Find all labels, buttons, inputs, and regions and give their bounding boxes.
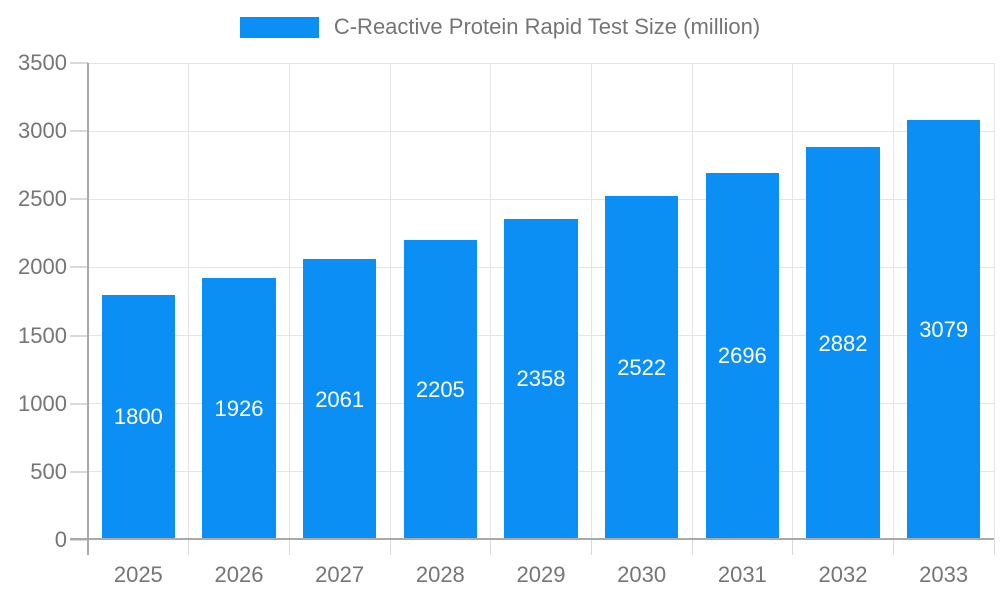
bar-value-label: 1800 (113, 404, 163, 430)
x-axis-tick-label: 2033 (919, 562, 969, 587)
bar (504, 218, 578, 538)
x-axis-tick-label: 2031 (717, 562, 767, 587)
x-gridline (792, 63, 794, 540)
bar (202, 277, 276, 538)
x-gridline (993, 63, 995, 540)
x-axis-tick-label: 2032 (818, 562, 868, 587)
bar-value-label: 2358 (516, 366, 566, 392)
plot-area: 1800 1926 2061 2205 2358 2522 2696 2882 3079 (70, 62, 995, 555)
x-axis-tick (993, 540, 995, 555)
bar-value-label: 3079 (919, 317, 969, 343)
y-axis-tick-label: 2000 (18, 254, 67, 280)
y-axis-tick-label: 3000 (18, 118, 67, 144)
bar (604, 196, 679, 538)
x-axis-tick (188, 540, 190, 555)
x-axis-tick-label: 2025 (113, 562, 163, 587)
bar (906, 120, 981, 538)
x-axis-tick (490, 540, 492, 555)
bar-value-label: 1926 (214, 395, 264, 421)
x-gridline (691, 63, 693, 540)
x-axis-tick (288, 540, 290, 555)
bar-value-label: 2882 (818, 330, 868, 356)
bar-value-label: 2061 (315, 386, 365, 412)
y-axis-tick-label: 2500 (18, 186, 67, 212)
x-gridline (389, 63, 391, 540)
y-gridline (88, 62, 994, 64)
x-axis-tick (892, 540, 894, 555)
y-axis-tick (70, 198, 88, 201)
legend-swatch (239, 16, 319, 38)
x-gridline (892, 63, 894, 540)
x-gridline (590, 63, 592, 540)
y-axis-tick (70, 539, 88, 541)
bar (302, 259, 377, 538)
bar (101, 294, 176, 538)
y-axis-tick (70, 402, 88, 405)
x-axis-tick (389, 540, 391, 555)
x-gridline (490, 63, 492, 540)
x-axis-line (70, 538, 994, 540)
bar (705, 172, 780, 538)
y-axis-tick (70, 470, 88, 473)
x-axis-tick (590, 540, 592, 555)
x-axis-tick-label: 2027 (315, 562, 365, 587)
x-axis-tick-label: 2028 (415, 562, 465, 587)
chart-legend: C-Reactive Protein Rapid Test Size (mill… (0, 14, 1000, 40)
y-gridline (88, 198, 994, 200)
y-axis-tick-label: 0 (54, 527, 67, 552)
y-axis-tick (70, 266, 88, 269)
x-axis-tick-label: 2030 (617, 562, 667, 587)
x-axis-tick-label: 2029 (516, 562, 566, 587)
legend-label: C-Reactive Protein Rapid Test Size (mill… (333, 14, 761, 39)
y-axis-tick-label: 1500 (18, 322, 67, 348)
x-gridline (288, 63, 290, 540)
bar-value-label: 2522 (617, 355, 667, 381)
x-axis-tick (691, 540, 693, 555)
x-gridline (188, 63, 190, 540)
y-axis-line (87, 63, 89, 555)
y-axis-tick-label: 1000 (18, 390, 67, 416)
y-axis-tick (70, 62, 88, 64)
bar (403, 239, 478, 538)
y-gridline (88, 130, 994, 132)
y-axis-tick-label: 500 (30, 458, 67, 484)
y-axis-tick-label: 3500 (18, 50, 67, 75)
x-axis-tick-label: 2026 (214, 562, 264, 587)
y-axis-tick (70, 130, 88, 133)
bar-value-label: 2205 (415, 376, 465, 402)
y-axis-tick (70, 334, 88, 337)
x-axis-tick (792, 540, 794, 555)
bar-value-label: 2696 (717, 343, 767, 369)
bar (806, 147, 880, 538)
